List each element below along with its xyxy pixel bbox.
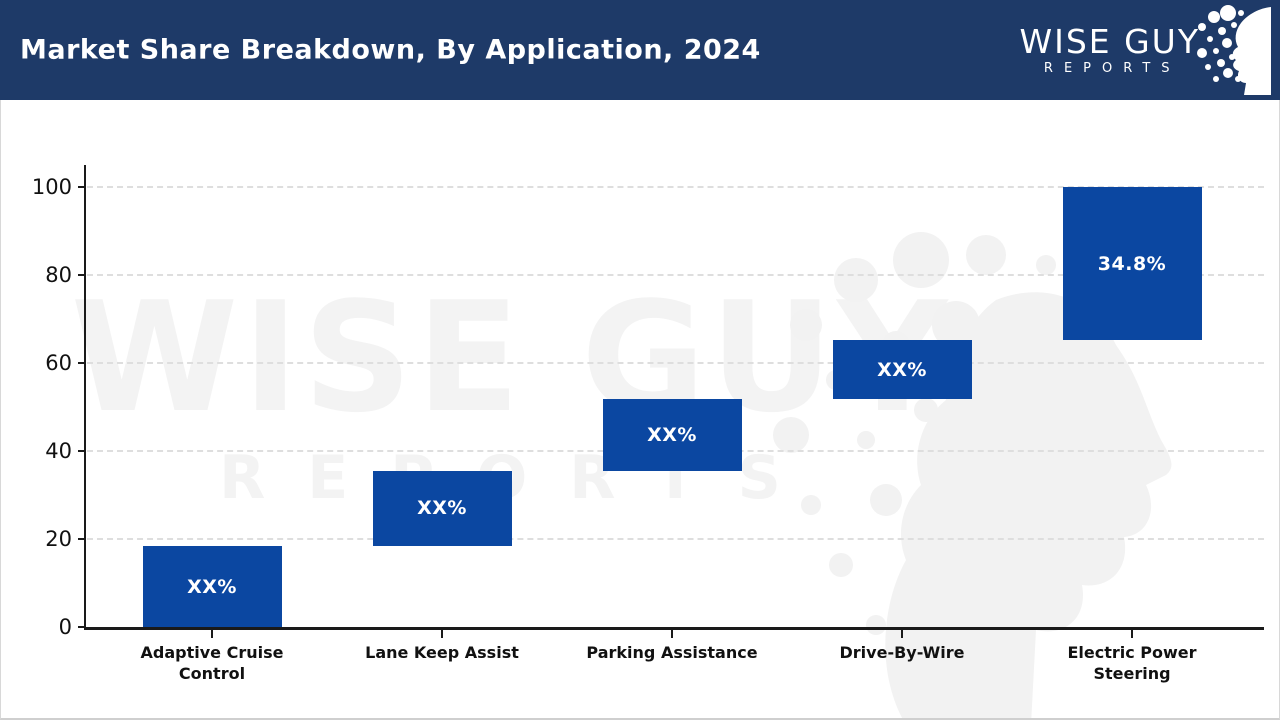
x-tick-mark[interactable] — [211, 630, 213, 638]
bar[interactable]: XX% — [142, 546, 282, 627]
category-label[interactable]: Drive-By-Wire — [839, 643, 965, 662]
bar[interactable]: XX% — [832, 340, 972, 400]
y-tick-mark[interactable] — [78, 538, 86, 540]
y-tick-mark[interactable] — [78, 626, 86, 628]
bar[interactable]: XX% — [602, 399, 742, 471]
x-axis[interactable] — [84, 627, 1264, 630]
y-tick-mark[interactable] — [78, 362, 86, 364]
logo-head-icon — [1197, 5, 1271, 95]
gridline[interactable] — [87, 362, 1264, 364]
y-tick-mark[interactable] — [78, 450, 86, 452]
logo-text: WISE GUY REPORTS — [1019, 25, 1200, 76]
watermark-wordmark: WISE GUY — [70, 269, 952, 446]
y-tick-mark[interactable] — [78, 274, 86, 276]
x-tick-mark[interactable] — [1131, 630, 1133, 638]
category-label[interactable]: Lane Keep Assist — [365, 643, 519, 662]
y-axis[interactable] — [84, 165, 86, 629]
y-tick-label[interactable]: 60 — [45, 351, 72, 375]
gridline[interactable] — [87, 274, 1264, 276]
y-tick-mark[interactable] — [78, 186, 86, 188]
bar[interactable]: XX% — [372, 470, 512, 547]
logo-wordmark: WISE GUY — [1019, 21, 1200, 61]
chart-canvas: WISE GUY REPORTS ( 020406080100XX%Adapti… — [0, 100, 1280, 720]
bar[interactable]: 34.8% — [1062, 187, 1202, 341]
y-tick-label[interactable]: 20 — [45, 527, 72, 551]
x-tick-mark[interactable] — [901, 630, 903, 638]
y-tick-label[interactable]: 80 — [45, 263, 72, 287]
category-label[interactable]: Adaptive Cruise Control — [140, 643, 284, 683]
x-tick-mark[interactable] — [671, 630, 673, 638]
header-bar: Market Share Breakdown, By Application, … — [0, 0, 1280, 100]
bar-value-label: XX% — [877, 358, 927, 381]
y-tick-label[interactable]: 40 — [45, 439, 72, 463]
x-tick-mark[interactable] — [441, 630, 443, 638]
bar-value-label: 34.8% — [1097, 252, 1167, 275]
bar-value-label: XX% — [187, 575, 237, 598]
gridline[interactable] — [87, 538, 1264, 540]
gridline[interactable] — [87, 186, 1264, 188]
category-label[interactable]: Electric Power Steering — [1067, 643, 1197, 683]
bar-value-label: XX% — [647, 423, 697, 446]
category-label[interactable]: Parking Assistance — [586, 643, 758, 662]
logo-subtitle: REPORTS — [1043, 60, 1181, 76]
wise-guy-reports-logo: WISE GUY REPORTS — [1019, 0, 1272, 100]
page-title: Market Share Breakdown, By Application, … — [20, 34, 761, 66]
y-tick-label[interactable]: 100 — [31, 175, 72, 199]
y-tick-label[interactable]: 0 — [58, 615, 72, 639]
bar-value-label: XX% — [417, 497, 467, 520]
